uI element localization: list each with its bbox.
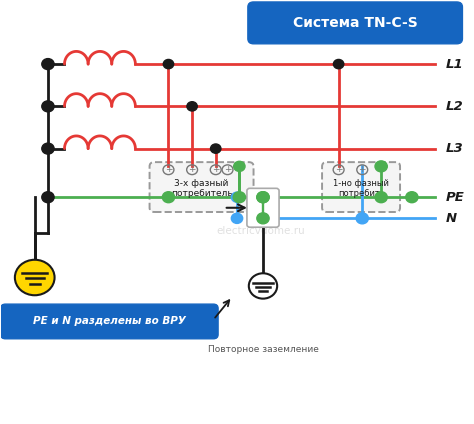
Text: L3: L3 — [446, 142, 464, 155]
Circle shape — [257, 192, 269, 203]
Circle shape — [257, 192, 269, 203]
Text: +: + — [224, 165, 231, 174]
Circle shape — [356, 213, 368, 224]
Text: L2: L2 — [446, 100, 464, 113]
Circle shape — [42, 101, 54, 112]
FancyBboxPatch shape — [247, 188, 279, 227]
Circle shape — [333, 59, 344, 69]
Circle shape — [42, 143, 54, 154]
Circle shape — [231, 192, 243, 202]
Circle shape — [233, 192, 246, 203]
Text: +: + — [335, 165, 342, 174]
Circle shape — [375, 192, 387, 203]
Text: +: + — [165, 165, 172, 174]
Circle shape — [231, 213, 243, 223]
Circle shape — [15, 260, 55, 295]
Text: +: + — [358, 165, 366, 174]
Circle shape — [163, 59, 173, 69]
Circle shape — [406, 192, 418, 203]
FancyBboxPatch shape — [248, 2, 463, 44]
FancyBboxPatch shape — [150, 162, 254, 212]
Text: electricvdome.ru: electricvdome.ru — [216, 226, 305, 236]
FancyBboxPatch shape — [0, 304, 218, 339]
Circle shape — [42, 192, 54, 203]
Text: L1: L1 — [446, 58, 464, 70]
Circle shape — [42, 59, 54, 70]
Text: Система TN-C-S: Система TN-C-S — [293, 16, 418, 30]
Circle shape — [210, 144, 221, 153]
Text: +: + — [188, 165, 196, 174]
Text: PE: PE — [446, 191, 465, 204]
Circle shape — [187, 102, 197, 111]
Circle shape — [375, 161, 387, 172]
Text: 3-х фазный
потребитель: 3-х фазный потребитель — [171, 179, 232, 198]
Text: Повторное заземление: Повторное заземление — [208, 345, 319, 354]
Text: 1-но фазный
потребит.: 1-но фазный потребит. — [333, 179, 389, 198]
Text: N: N — [446, 212, 457, 225]
Text: +: + — [212, 165, 219, 174]
Circle shape — [234, 161, 245, 171]
Circle shape — [234, 192, 245, 202]
Text: РЕ и N разделены во ВРУ: РЕ и N разделены во ВРУ — [33, 316, 186, 326]
Circle shape — [249, 273, 277, 298]
Circle shape — [162, 192, 174, 203]
FancyBboxPatch shape — [322, 162, 400, 212]
Circle shape — [257, 213, 269, 224]
